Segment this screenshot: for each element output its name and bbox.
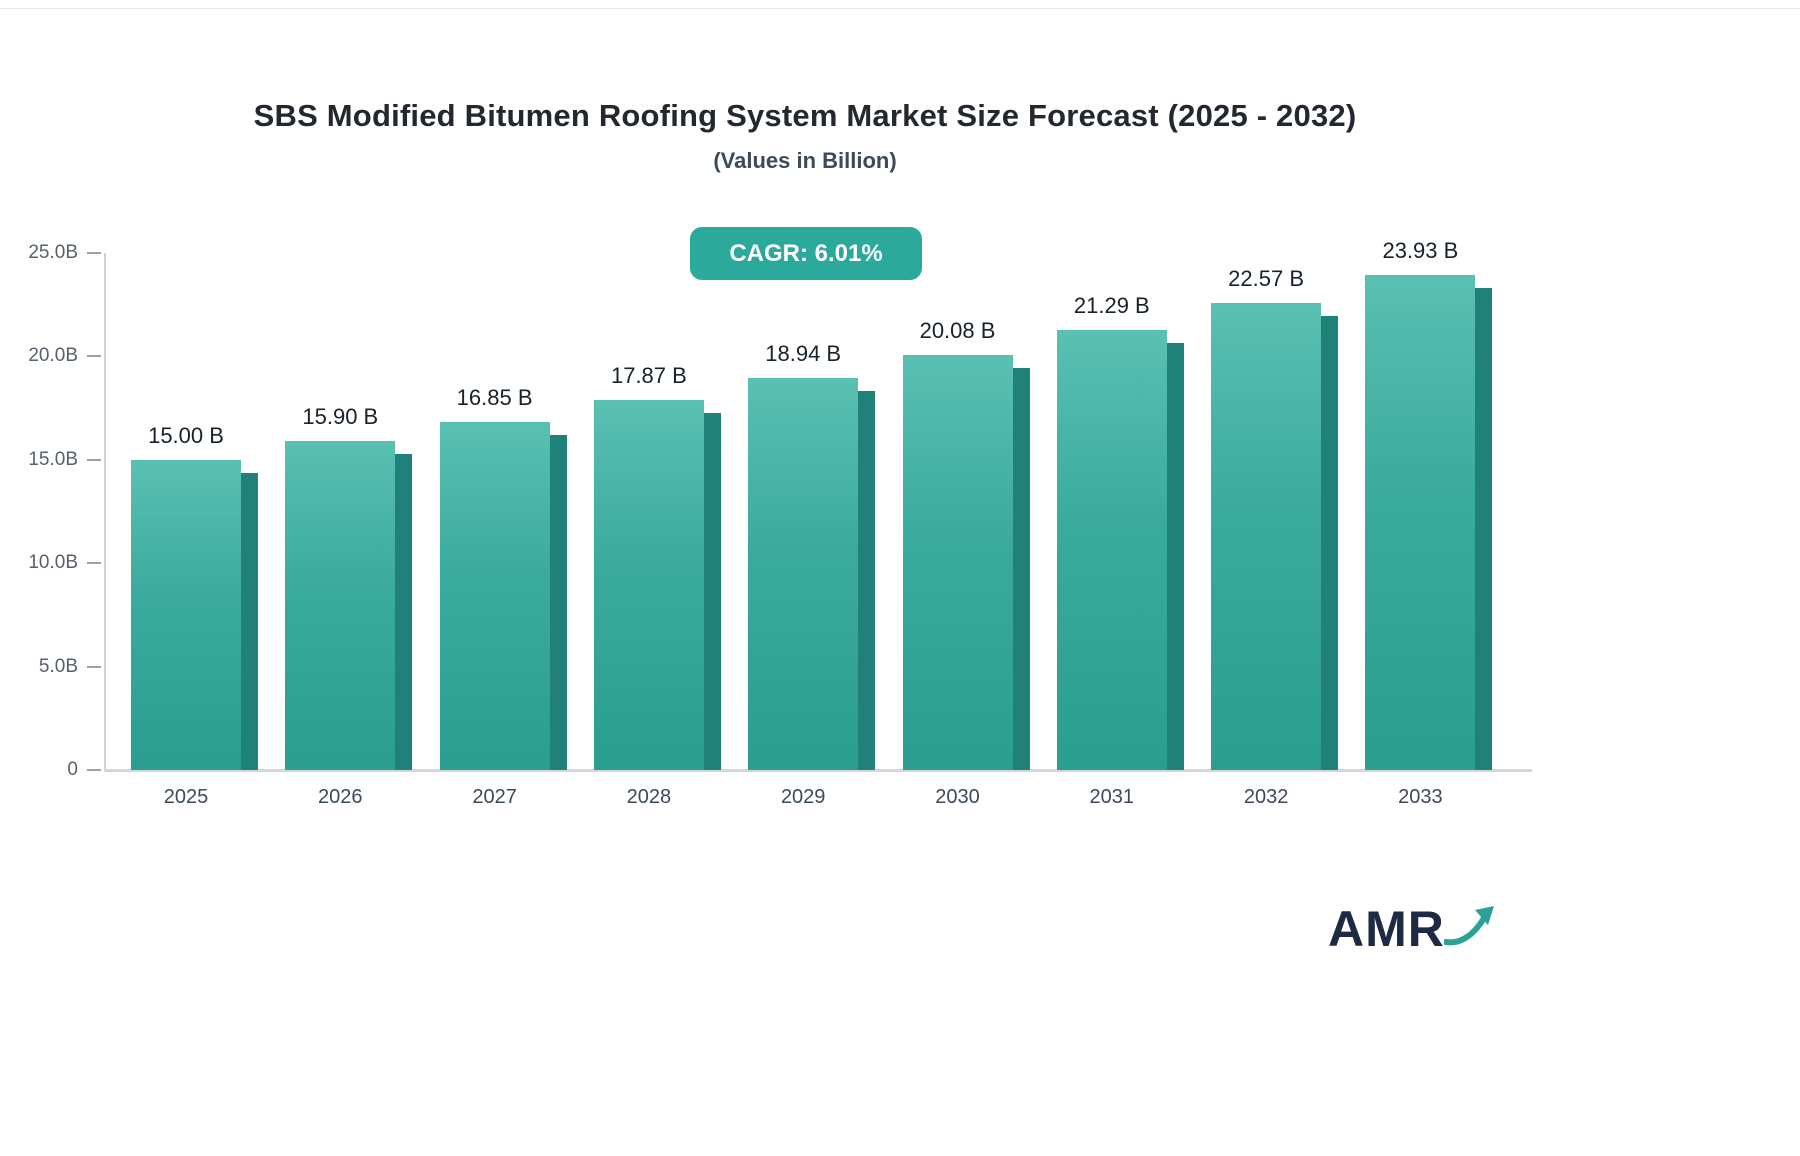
bar-2025 (131, 459, 241, 770)
x-axis-line (104, 769, 1532, 772)
x-axis-label-2029: 2029 (780, 786, 826, 808)
y-tick-label: 15.0B (28, 448, 78, 470)
y-tick-label: 10.0B (28, 552, 78, 574)
bar-side-2028 (703, 413, 721, 770)
y-tick-mark (87, 562, 101, 565)
bar-side-2031 (1166, 342, 1184, 770)
y-tick-mark (87, 458, 101, 461)
bar-side-2027 (549, 434, 567, 770)
y-tick-label: 25.0B (28, 242, 78, 263)
bar-value-label-2032: 22.57 B (1228, 266, 1305, 292)
y-tick-mark (87, 355, 101, 358)
y-tick-label: 5.0B (38, 655, 78, 677)
amr-logo-text: AMR (1328, 901, 1445, 957)
y-tick-label: 0 (67, 759, 78, 780)
x-axis-label-2025: 2025 (163, 786, 209, 808)
bar-2030 (902, 354, 1013, 770)
bar-2026 (285, 441, 396, 770)
x-axis-label-2027: 2027 (472, 786, 517, 808)
bar-value-label-2029: 18.94 B (765, 341, 842, 367)
x-axis-label-2026: 2026 (318, 786, 363, 808)
bar-2031 (1056, 329, 1167, 770)
bar-value-label-2027: 16.85 B (456, 384, 533, 410)
chart-subtitle: (Values in Billion) (713, 148, 897, 173)
y-tick-label: 20.0B (28, 345, 78, 367)
y-tick-mark (87, 665, 101, 668)
bar-2027 (439, 421, 550, 770)
chart-title: SBS Modified Bitumen Roofing System Mark… (253, 98, 1357, 133)
bar-value-label-2028: 17.87 B (610, 363, 687, 389)
y-tick-mark (87, 252, 101, 254)
bar-side-2026 (395, 454, 413, 770)
bar-value-label-2030: 20.08 B (919, 317, 996, 343)
bar-2032 (1211, 303, 1322, 770)
cagr-badge: CAGR: 6.01% (690, 227, 922, 280)
x-axis-label-2028: 2028 (626, 786, 672, 808)
x-axis-label-2030: 2030 (935, 786, 980, 808)
bar-side-2030 (1012, 367, 1030, 770)
bar-2028 (593, 400, 704, 770)
bar-value-label-2026: 15.90 B (302, 404, 379, 430)
bar-side-2032 (1321, 316, 1339, 770)
amr-logo: AMR (1328, 898, 1498, 960)
amr-logo-arrow-icon (1444, 906, 1494, 946)
y-axis-line (104, 253, 106, 770)
x-axis-label-2031: 2031 (1089, 786, 1135, 808)
bar-value-label-2025: 15.00 B (148, 422, 224, 448)
bar-2029 (748, 378, 859, 770)
x-axis-label-2033: 2033 (1398, 786, 1443, 808)
y-tick-mark (87, 769, 101, 771)
bar-value-label-2031: 21.29 B (1073, 292, 1150, 318)
bar-2033 (1365, 275, 1476, 770)
top-border-rule (0, 8, 1800, 9)
bar-value-label-2033: 23.93 B (1382, 238, 1459, 264)
x-axis-label-2032: 2032 (1243, 786, 1289, 808)
bar-side-2025 (241, 472, 258, 770)
bar-side-2029 (858, 391, 876, 770)
bar-side-2033 (1475, 288, 1493, 770)
